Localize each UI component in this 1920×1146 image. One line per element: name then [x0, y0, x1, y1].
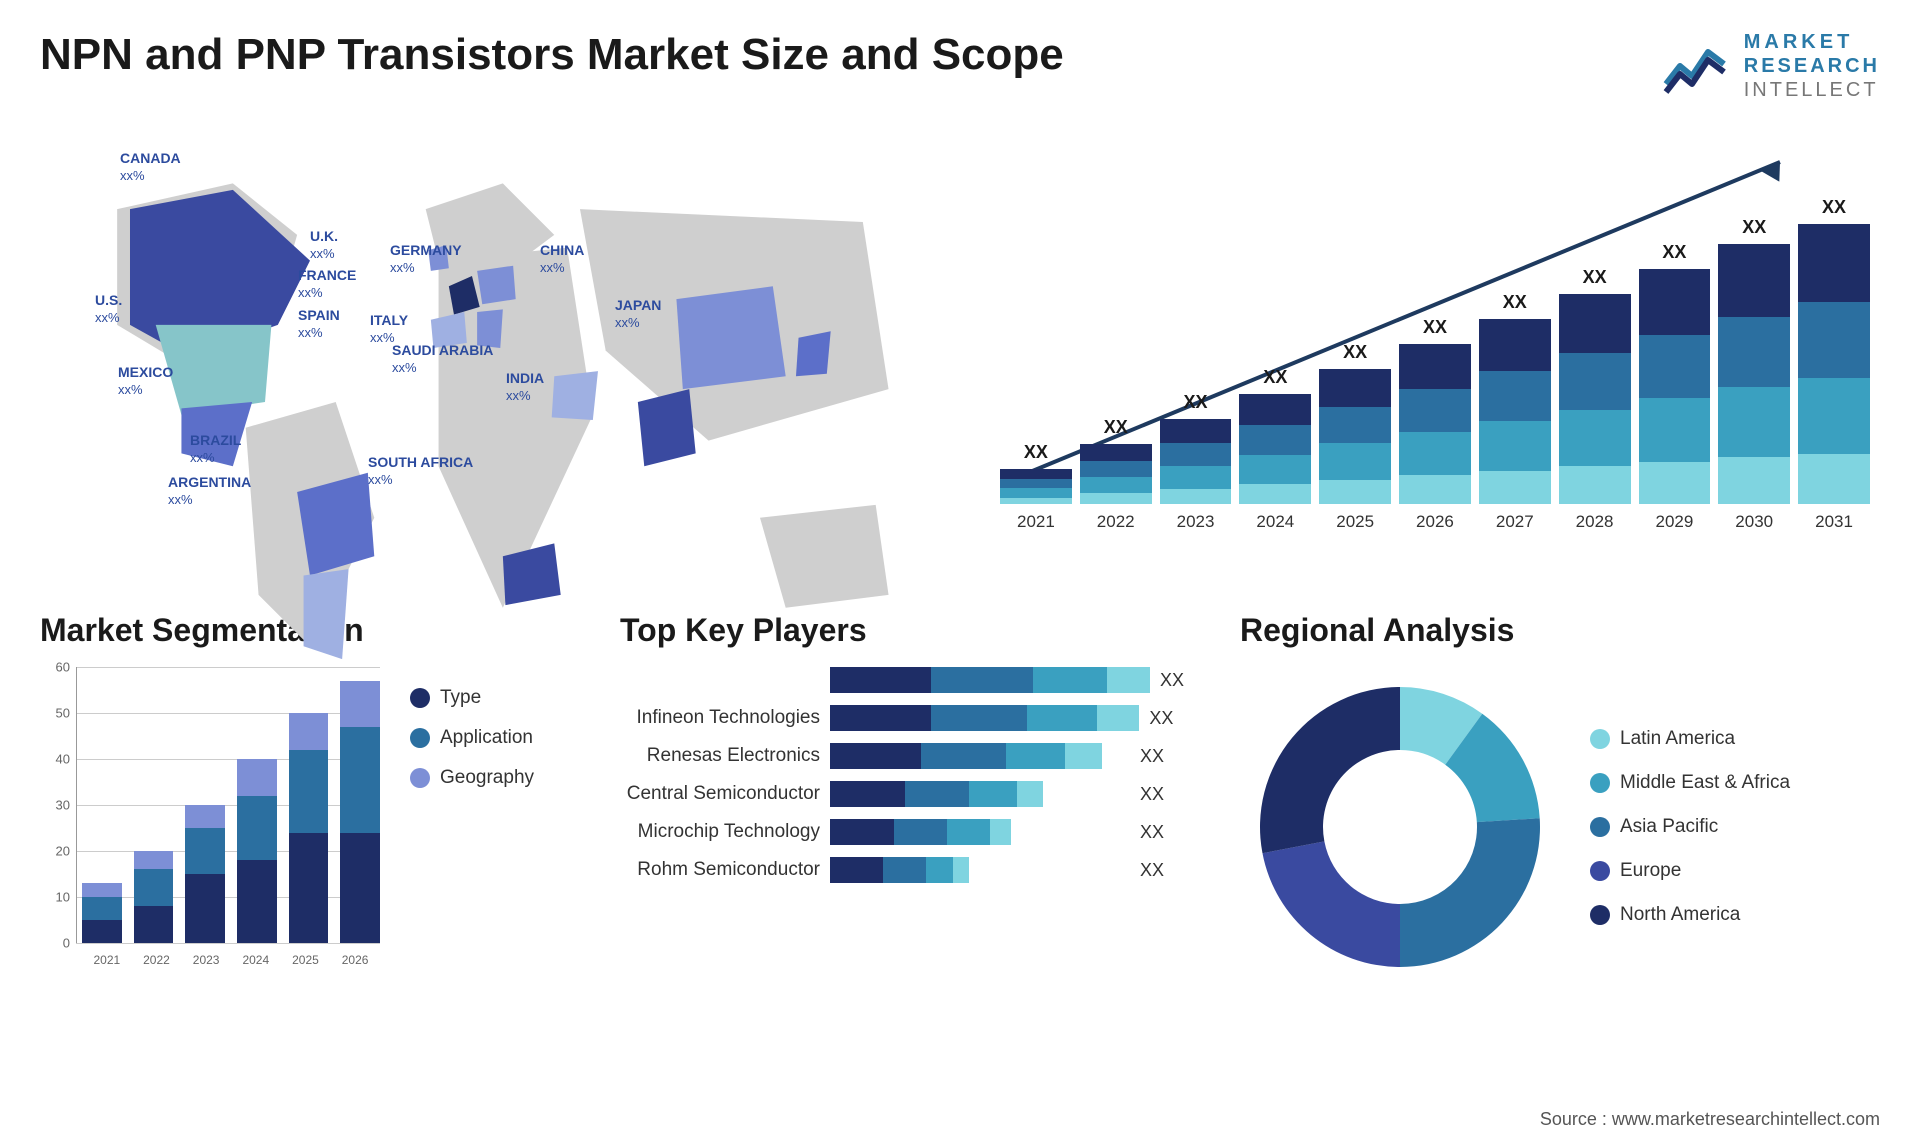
country-label: ARGENTINAxx% [168, 474, 251, 508]
forecast-bar: XX2021 [1000, 442, 1072, 532]
segmentation-bar [289, 713, 329, 943]
country-label: ITALYxx% [370, 312, 408, 346]
forecast-bar: XX2023 [1160, 392, 1232, 532]
segmentation-bar [185, 805, 225, 943]
logo-icon [1662, 36, 1732, 96]
forecast-bar: XX2031 [1798, 197, 1870, 532]
legend-item: Geography [410, 767, 534, 789]
page-title: NPN and PNP Transistors Market Size and … [40, 30, 1064, 80]
legend-item: Application [410, 727, 534, 749]
country-label: U.K.xx% [310, 228, 338, 262]
segmentation-chart: 0102030405060 202120222023202420252026 [40, 667, 380, 967]
country-label: SOUTH AFRICAxx% [368, 454, 473, 488]
country-label: MEXICOxx% [118, 364, 173, 398]
legend-item: Europe [1590, 860, 1790, 882]
player-row: Renesas ElectronicsXX [620, 743, 1180, 769]
legend-item: Middle East & Africa [1590, 772, 1790, 794]
country-label: CHINAxx% [540, 242, 584, 276]
donut-slice [1400, 818, 1540, 967]
regional-donut-chart [1240, 667, 1560, 987]
brand-logo: MARKET RESEARCH INTELLECT [1662, 30, 1880, 102]
forecast-bar: XX2027 [1479, 292, 1551, 532]
forecast-bar: XX2026 [1399, 317, 1471, 532]
country-label: SAUDI ARABIAxx% [392, 342, 493, 376]
segmentation-bar [237, 759, 277, 943]
country-label: INDIAxx% [506, 370, 544, 404]
forecast-bar: XX2022 [1080, 417, 1152, 532]
logo-text-3: INTELLECT [1744, 78, 1880, 102]
forecast-bar: XX2029 [1639, 242, 1711, 532]
legend-item: Latin America [1590, 728, 1790, 750]
forecast-bar: XX2028 [1559, 267, 1631, 532]
forecast-bar: XX2025 [1319, 342, 1391, 532]
country-label: GERMANYxx% [390, 242, 462, 276]
donut-slice [1260, 687, 1400, 853]
segmentation-bar [134, 851, 174, 943]
player-row: Central SemiconductorXX [620, 781, 1180, 807]
donut-slice [1262, 841, 1400, 967]
regional-title: Regional Analysis [1240, 612, 1880, 649]
player-row: Rohm SemiconductorXX [620, 857, 1180, 883]
country-label: JAPANxx% [615, 297, 661, 331]
regional-panel: Regional Analysis Latin America Middle Ea… [1240, 612, 1880, 987]
forecast-bar: XX2024 [1239, 367, 1311, 532]
country-label: CANADAxx% [120, 150, 181, 184]
forecast-bar: XX2030 [1718, 217, 1790, 532]
segmentation-legend: TypeApplicationGeography [410, 687, 534, 967]
world-map-panel: CANADAxx% U.S.xx% MEXICOxx% BRAZILxx% ARGENT… [40, 132, 940, 572]
country-label: U.S.xx% [95, 292, 122, 326]
segmentation-bar [340, 681, 380, 943]
country-label: BRAZILxx% [190, 432, 241, 466]
legend-item: North America [1590, 904, 1790, 926]
segmentation-bar [82, 883, 122, 943]
country-label: SPAINxx% [298, 307, 340, 341]
logo-text-2: RESEARCH [1744, 54, 1880, 78]
player-row: Microchip TechnologyXX [620, 819, 1180, 845]
country-label: FRANCExx% [298, 267, 356, 301]
logo-text-1: MARKET [1744, 30, 1880, 54]
legend-item: Asia Pacific [1590, 816, 1790, 838]
source-text: Source : www.marketresearchintellect.com [1540, 1109, 1880, 1130]
regional-legend: Latin America Middle East & Africa Asia Pa… [1590, 728, 1790, 926]
world-map-icon [40, 132, 940, 698]
player-row: Infineon TechnologiesXX [620, 705, 1180, 731]
forecast-chart: XX2021XX2022XX2023XX2024XX2025XX2026XX20… [980, 132, 1880, 572]
